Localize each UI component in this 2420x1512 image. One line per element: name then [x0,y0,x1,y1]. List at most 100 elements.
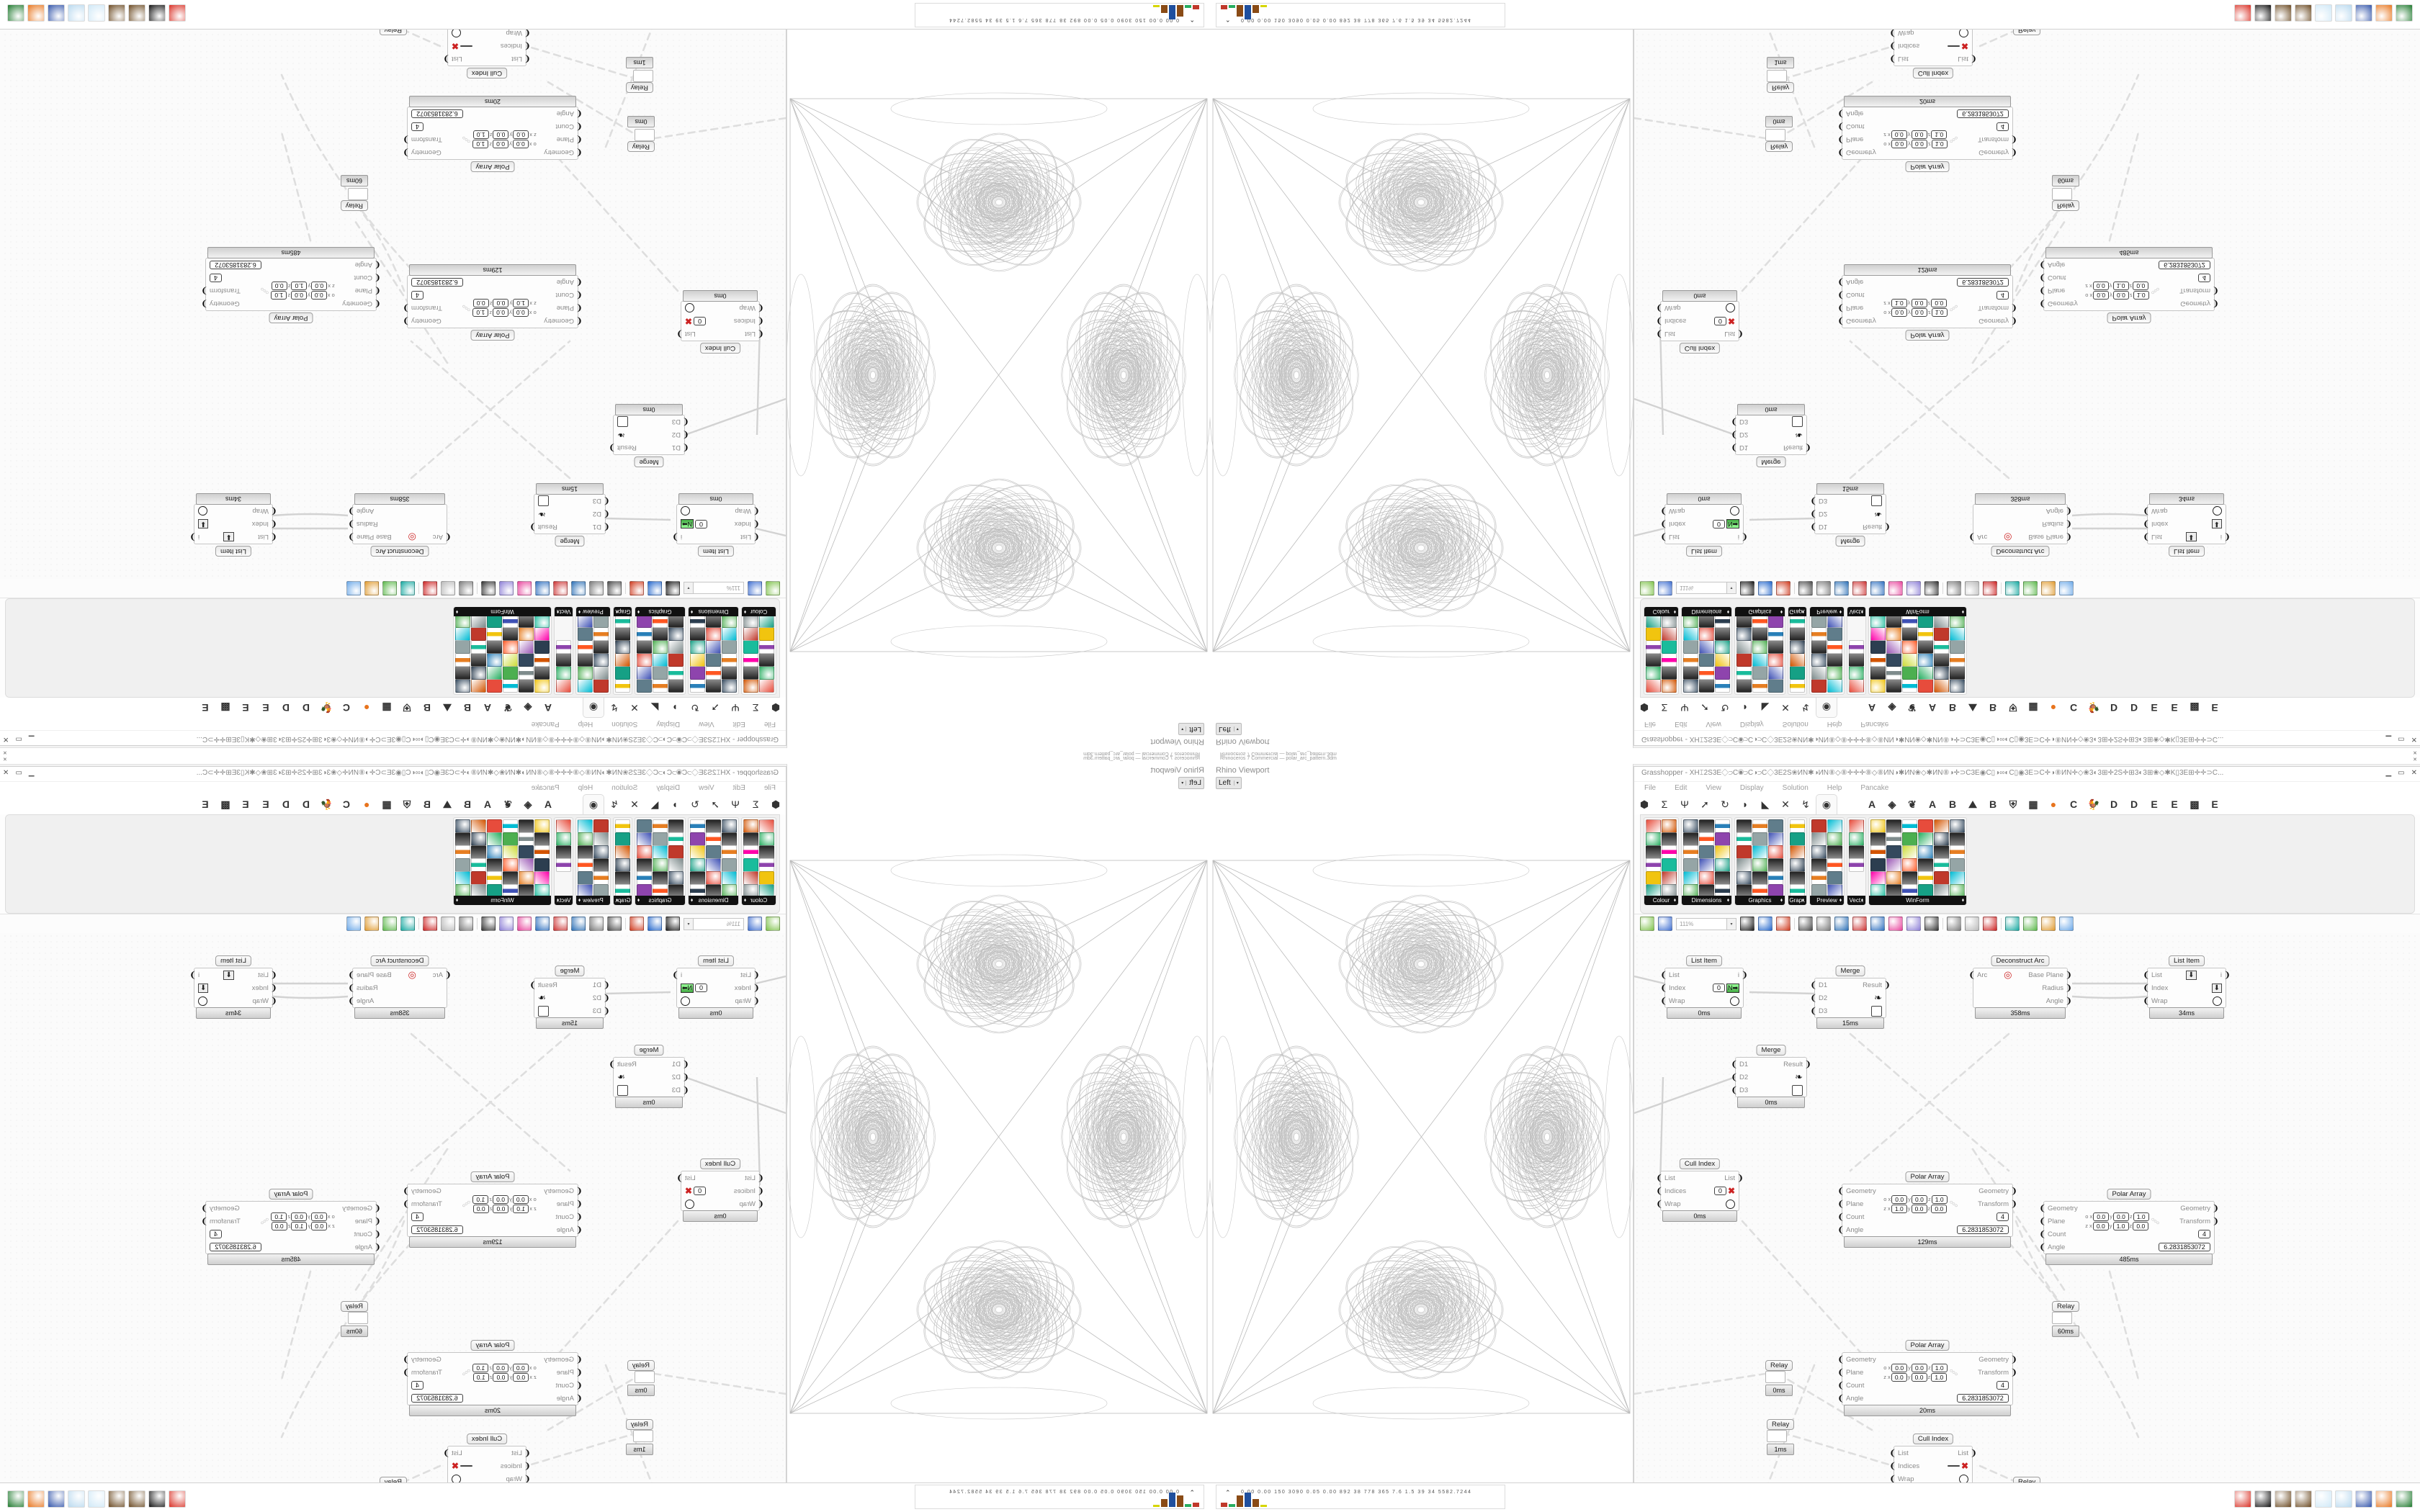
relay-body[interactable] [635,129,655,141]
toolbar-gha-assembly-icon[interactable] [571,917,586,931]
node-port[interactable]: ❨ [1731,1085,1739,1095]
palette-group-expand-icon[interactable]: ⬧ [456,897,459,903]
node-port[interactable]: ❩ [2064,532,2072,542]
palette-group-label[interactable]: Graphics ⬧ [1735,607,1785,616]
angle-value[interactable]: 6.2831853072 [1957,1225,2009,1234]
palette-component-icon[interactable] [1827,666,1842,680]
tray-walnut-icon[interactable] [108,1490,125,1508]
node-param-value[interactable]: ❧ [1795,429,1803,441]
node-param-value[interactable]: 4 [1996,291,2009,300]
palette-component-icon[interactable] [1886,845,1901,859]
palette-component-icon[interactable] [1768,627,1783,641]
palette-group-expand-icon[interactable]: ⬧ [1801,609,1804,615]
node-port[interactable]: ❨ [756,303,764,313]
tray-ghost-icon[interactable] [2254,1490,2272,1508]
plane-o-x-value[interactable]: 0.0 [2093,291,2110,300]
palette-component-icon[interactable] [534,653,550,667]
palette-component-icon[interactable] [556,679,571,693]
tray-rhino-icon[interactable] [169,1490,186,1508]
ribbon-tab-right-14[interactable]: E [2151,702,2158,714]
node-port[interactable]: ❩ [348,506,356,516]
node-port[interactable]: ❨ [575,109,583,119]
palette-component-icon[interactable] [503,627,518,641]
tray-terminal-icon[interactable] [7,4,24,22]
palette-group-label[interactable]: Vect.. ⬧ [555,896,573,905]
node-port[interactable]: ❩ [672,532,680,542]
node-port[interactable]: ❨ [575,303,583,313]
node-port[interactable]: ❩ [2223,532,2231,542]
palette-component-icon[interactable] [1934,858,1949,872]
node-param-value[interactable]: 6.2831853072 [1957,1394,2009,1403]
maximize-icon[interactable]: ▭ [2398,735,2405,743]
palette-component-icon[interactable] [471,858,486,872]
ribbon-tab-right-8[interactable]: ▦ [382,798,392,810]
node-param-value[interactable] [1726,1199,1735,1209]
node-body[interactable]: ❨ Arc ◎ Base Plane ❩ Radius ❩ Angle ❩ 358ms [348,493,452,544]
palette-component-icon[interactable] [1934,627,1949,641]
palette-component-icon[interactable] [653,819,668,833]
palette-component-icon[interactable] [1752,832,1767,846]
close-icon[interactable]: ✕ [2411,769,2417,777]
palette-component-icon[interactable] [759,640,774,654]
plane-o-x-value[interactable]: 0.0 [310,1212,327,1221]
ribbon-tab-sets-icon[interactable]: Ψ [731,798,740,810]
tray-walnut-icon[interactable] [2275,1490,2292,1508]
node-param-value[interactable]: 6.2831853072 [411,109,463,118]
node-param-value[interactable]: 6.2831853072 [411,278,463,287]
node-port[interactable]: ❩ [348,983,356,993]
node-relay-2[interactable]: Relay 0ms [627,116,655,154]
relay-body[interactable] [1765,129,1785,141]
palette-group-label[interactable]: Grap.. ⬧ [1788,896,1806,905]
palette-group-expand-icon[interactable]: ⬧ [1801,897,1804,903]
palette-component-icon[interactable] [759,627,774,641]
node-port[interactable]: ❩ [2064,970,2072,980]
plane-o-z-value[interactable]: 1.0 [271,291,287,300]
plane-z-z-value[interactable]: 0.0 [1931,299,1948,308]
node-port[interactable]: ❨ [523,41,531,51]
palette-component-icon[interactable] [637,653,652,667]
plane-o-z-value[interactable]: 1.0 [472,1363,489,1372]
node-relay-2[interactable]: Relay 0ms [1765,1358,1793,1396]
node-port[interactable]: ❨ [444,532,452,542]
palette-component-icon[interactable] [706,679,721,693]
ribbon-tab-right-2[interactable]: ❦ [503,798,512,810]
palette-component-icon[interactable] [1662,871,1677,885]
relay-body[interactable] [2052,188,2072,200]
toolbar-bake-icon[interactable] [1776,581,1791,595]
node-port[interactable]: ❩ [1883,522,1891,532]
node-relay-1[interactable]: Relay 60ms [340,175,368,213]
palette-component-icon[interactable] [1715,871,1730,885]
node-deconstruct-arc[interactable]: Deconstruct Arc ❨ Arc ◎ Base Plane ❩ Radius ❩ An… [1968,955,2072,1019]
rhino-title-bar[interactable]: Rhinoceros 7 Commercial — polar_arc_patt… [0,747,1210,756]
node-port[interactable]: ❩ [2009,1199,2017,1209]
palette-component-icon[interactable] [1918,832,1933,846]
palette-component-icon[interactable] [743,832,758,846]
menu-item-solution[interactable]: Solution [1782,784,1809,792]
plane-o-y-value[interactable]: 0.0 [2112,291,2129,300]
toolbar-profiler-icon[interactable] [607,581,622,595]
node-title[interactable]: Polar Array [470,161,515,172]
node-title[interactable]: Deconstruct Arc [370,546,429,557]
palette-component-icon[interactable] [1790,666,1805,680]
node-port[interactable]: ❨ [1660,532,1668,542]
ribbon-tab-maths-icon[interactable]: Σ [752,798,759,810]
toolbar-zoom-extents-icon[interactable] [666,581,680,595]
plane-editor[interactable]: o x 0.0 y 0.0 z 1.0 z x 0.0 y 0.0 z 1.0 [472,130,537,149]
node-title[interactable]: Polar Array [1905,330,1950,341]
ribbon-tab-right-3[interactable]: A [483,702,492,714]
palette-group-expand-icon[interactable]: ⬧ [1673,897,1676,903]
node-polar-array-1[interactable]: Polar Array ❨ Geometry Geometry ❩ ❨ Plane o x 0.… [1837,1171,2017,1248]
node-port[interactable]: ❨ [575,290,583,300]
ribbon-tab-right-11[interactable]: 🐓 [320,702,333,714]
palette-component-icon[interactable] [653,845,668,859]
tray-floppy64-icon[interactable] [2355,1490,2372,1508]
grasshopper-title-bar[interactable]: Grasshopper - XH⌶2S3E◇⊃C◉⊃C◑⊃C◇3E2S❀ИN✱◑… [0,767,786,782]
palette-component-icon[interactable] [1950,832,1965,846]
palette-component-icon[interactable] [1715,640,1730,654]
palette-component-icon[interactable] [653,871,668,885]
palette-component-icon[interactable] [668,679,684,693]
node-title[interactable]: Merge [555,536,585,546]
palette-component-icon[interactable] [743,627,758,641]
node-param-value[interactable]: o x 0.0 y 0.0 z 1.0 z x 0.0 y 0.0 z 1.0 ◌◌◌ [462,1363,537,1382]
node-body[interactable]: ❨ Geometry Geometry ❩ ❨ Plane o x 0.0 y 0.0 z 1.0 z … [2039,247,2219,311]
